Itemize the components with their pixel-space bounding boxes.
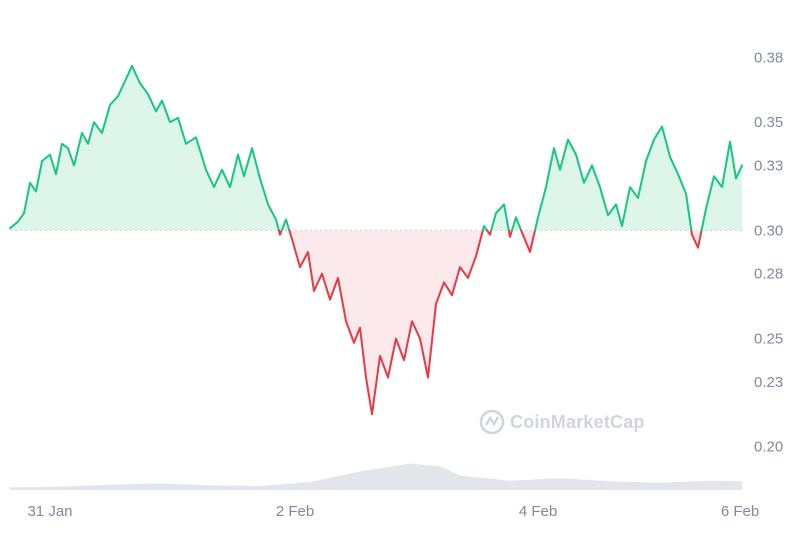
y-axis-label: 0.28 <box>754 266 783 283</box>
y-axis-label: 0.33 <box>754 157 783 174</box>
x-axis-label: 31 Jan <box>27 503 72 520</box>
y-axis-label: 0.35 <box>754 114 783 131</box>
price-chart-container: 0.20 0.23 0.25 0.28 0.30 0.33 0.35 0.38 31 Jan 2 … <box>0 0 800 533</box>
watermark-icon-line <box>486 417 498 425</box>
x-axis-label: 4 Feb <box>519 503 557 520</box>
y-axis-label: 0.25 <box>754 331 783 348</box>
area-above <box>535 127 691 231</box>
volume-area <box>10 464 742 490</box>
x-axis-label: 2 Feb <box>276 503 314 520</box>
y-axis-label: 0.20 <box>754 439 783 456</box>
watermark: CoinMarketCap <box>481 411 645 433</box>
x-axis-label: 6 Feb <box>721 503 759 520</box>
price-chart: 0.20 0.23 0.25 0.28 0.30 0.33 0.35 0.38 31 Jan 2 … <box>0 0 800 533</box>
y-axis-label: 0.38 <box>754 49 783 66</box>
area-below <box>289 230 483 414</box>
y-axis-label: 0.23 <box>754 374 783 391</box>
watermark-text: CoinMarketCap <box>510 412 645 432</box>
y-axis-label: 0.30 <box>754 222 783 239</box>
